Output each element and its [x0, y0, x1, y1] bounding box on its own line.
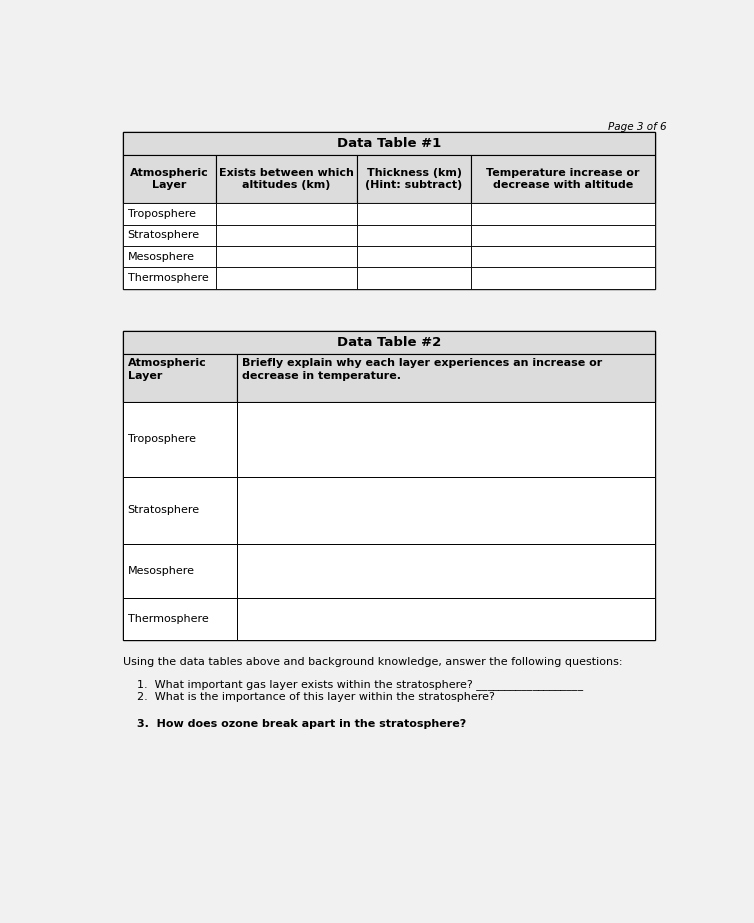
Text: 3.  How does ozone break apart in the stratosphere?: 3. How does ozone break apart in the str…: [137, 719, 466, 729]
Bar: [238, 476, 654, 545]
Bar: [123, 246, 216, 268]
Text: Mesosphere: Mesosphere: [127, 566, 195, 576]
Bar: [123, 132, 654, 289]
Bar: [216, 155, 357, 203]
Bar: [357, 246, 471, 268]
Bar: [123, 476, 238, 545]
Text: Mesosphere: Mesosphere: [127, 252, 195, 262]
Text: Atmospheric
Layer: Atmospheric Layer: [127, 358, 207, 381]
Bar: [123, 203, 216, 224]
Bar: [216, 224, 357, 246]
Bar: [216, 203, 357, 224]
Bar: [123, 545, 238, 597]
Bar: [123, 597, 238, 641]
Bar: [123, 354, 238, 402]
Text: Troposphere: Troposphere: [127, 209, 195, 219]
Bar: [123, 155, 216, 203]
Bar: [123, 402, 238, 476]
Text: Thermosphere: Thermosphere: [127, 614, 208, 624]
Text: Temperature increase or
decrease with altitude: Temperature increase or decrease with al…: [486, 168, 639, 190]
Text: Stratosphere: Stratosphere: [127, 231, 200, 240]
Bar: [123, 331, 654, 641]
Bar: [123, 268, 216, 289]
Bar: [357, 268, 471, 289]
Text: Thermosphere: Thermosphere: [127, 273, 208, 283]
Bar: [471, 224, 654, 246]
Text: 2.  What is the importance of this layer within the stratosphere?: 2. What is the importance of this layer …: [137, 691, 495, 701]
Text: Thickness (km)
(Hint: subtract): Thickness (km) (Hint: subtract): [366, 168, 463, 190]
Bar: [471, 246, 654, 268]
Bar: [216, 246, 357, 268]
Text: Atmospheric
Layer: Atmospheric Layer: [130, 168, 209, 190]
Text: Page 3 of 6: Page 3 of 6: [608, 122, 667, 132]
Text: 1.  What important gas layer exists within the stratosphere? ___________________: 1. What important gas layer exists withi…: [137, 678, 583, 689]
Text: Briefly explain why each layer experiences an increase or
decrease in temperatur: Briefly explain why each layer experienc…: [242, 358, 602, 381]
Text: Exists between which
altitudes (km): Exists between which altitudes (km): [219, 168, 354, 190]
Text: Stratosphere: Stratosphere: [127, 506, 200, 515]
Bar: [216, 268, 357, 289]
Bar: [471, 203, 654, 224]
Bar: [357, 203, 471, 224]
Text: Troposphere: Troposphere: [127, 435, 195, 444]
Text: Using the data tables above and background knowledge, answer the following quest: Using the data tables above and backgrou…: [123, 657, 622, 667]
Text: Data Table #2: Data Table #2: [336, 336, 441, 349]
Bar: [357, 224, 471, 246]
Bar: [123, 224, 216, 246]
Bar: [123, 331, 654, 354]
Text: Data Table #1: Data Table #1: [336, 138, 441, 150]
Bar: [238, 545, 654, 597]
Bar: [471, 268, 654, 289]
Bar: [238, 597, 654, 641]
Bar: [357, 155, 471, 203]
Bar: [123, 132, 654, 155]
Bar: [238, 354, 654, 402]
Bar: [238, 402, 654, 476]
Bar: [471, 155, 654, 203]
